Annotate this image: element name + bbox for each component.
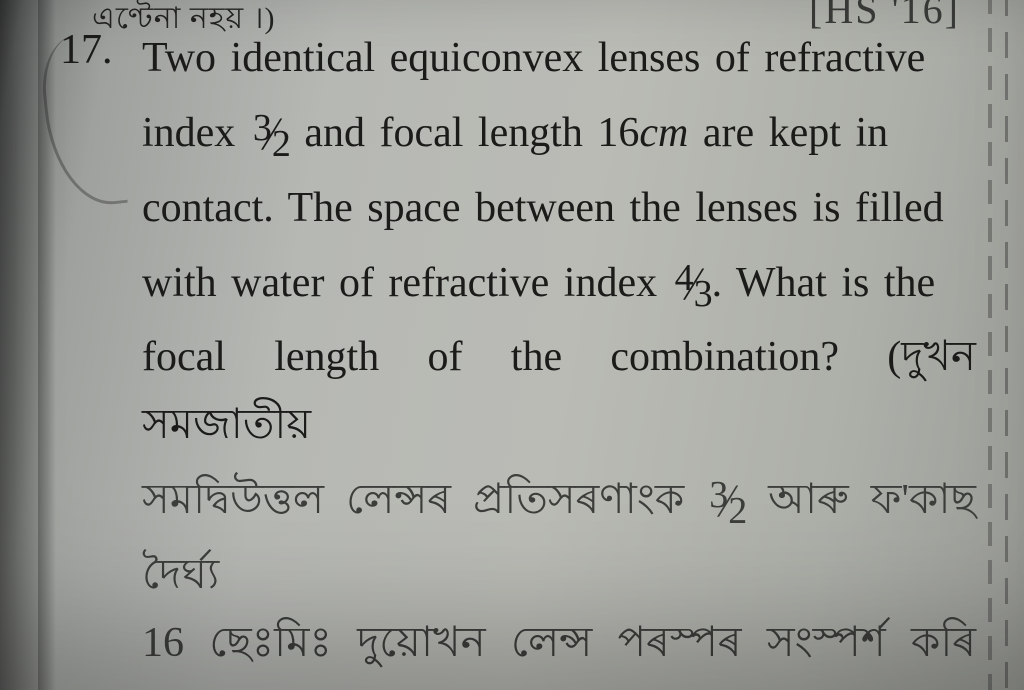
left-shadow <box>0 0 56 690</box>
question-line: Two identical equiconvex lenses of refra… <box>142 24 976 92</box>
page: এণ্টেনা নহয় ।) [HS '16] 17. Two identic… <box>0 0 1024 690</box>
question-number: 17. <box>60 26 113 74</box>
right-margin-rule-outer <box>1005 0 1008 690</box>
question-line: with water of refractive index 4⁄3. What… <box>142 242 976 324</box>
fraction-4-3: 4⁄3 <box>672 244 712 326</box>
fraction-3-2: 3⁄2 <box>250 94 290 176</box>
question-body: Two identical equiconvex lenses of refra… <box>142 24 976 690</box>
question-line: 16 ছেঃমিঃ দুয়োখন লেন্স পৰস্পৰ সংস্পৰ্শ … <box>142 609 976 690</box>
question-line: focal length of the combination? (দুখন স… <box>142 323 976 459</box>
unit-cm: cm <box>639 110 688 156</box>
question-line: index 3⁄2 and focal length 16cm are kept… <box>142 92 976 174</box>
fraction-3-2: 3⁄2 <box>706 461 746 543</box>
question-line: সমদ্বিউত্তল লেন্সৰ প্ৰতিসৰণাংক 3⁄2 আৰু ফ… <box>142 459 976 609</box>
right-margin-rule <box>988 0 992 690</box>
question-line: contact. The space between the lenses is… <box>142 174 976 242</box>
